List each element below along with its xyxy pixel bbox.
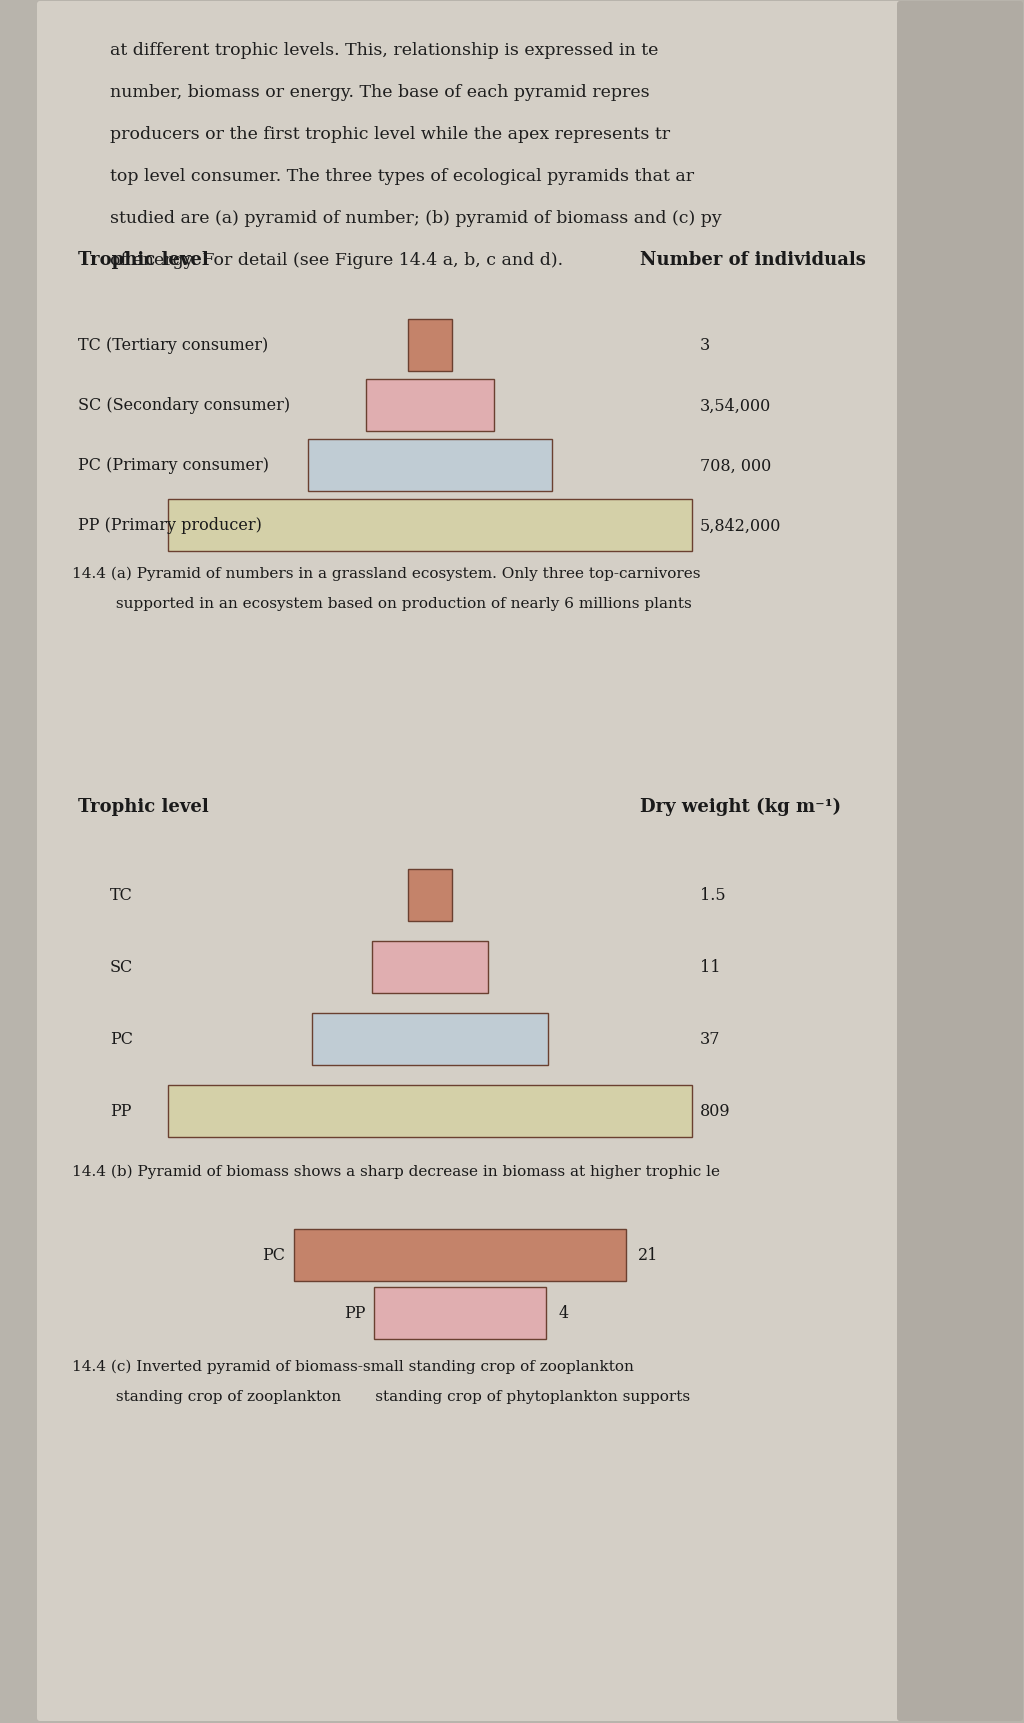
Text: Number of individuals: Number of individuals xyxy=(640,252,866,269)
Bar xyxy=(366,379,494,432)
Text: TC (Tertiary consumer): TC (Tertiary consumer) xyxy=(78,338,268,355)
Text: 3,54,000: 3,54,000 xyxy=(700,398,771,414)
Text: TC: TC xyxy=(110,887,133,905)
Bar xyxy=(374,1287,547,1339)
Text: Trophic level: Trophic level xyxy=(78,252,209,269)
Text: PP: PP xyxy=(344,1304,366,1322)
Text: 14.4 (a) Pyramid of numbers in a grassland ecosystem. Only three top-carnivores: 14.4 (a) Pyramid of numbers in a grassla… xyxy=(72,567,700,581)
Text: 1.5: 1.5 xyxy=(700,887,726,905)
Text: 4: 4 xyxy=(558,1304,568,1322)
Text: 14.4 (b) Pyramid of biomass shows a sharp decrease in biomass at higher trophic : 14.4 (b) Pyramid of biomass shows a shar… xyxy=(72,1165,720,1179)
Bar xyxy=(168,500,692,551)
Bar xyxy=(373,941,487,994)
Text: SC (Secondary consumer): SC (Secondary consumer) xyxy=(78,398,290,414)
Bar xyxy=(294,1228,627,1282)
Text: PC: PC xyxy=(110,1030,133,1048)
Text: Trophic level: Trophic level xyxy=(78,798,209,815)
Text: 37: 37 xyxy=(700,1030,721,1048)
Text: SC: SC xyxy=(110,960,133,975)
Text: supported in an ecosystem based on production of nearly 6 millions plants: supported in an ecosystem based on produ… xyxy=(72,596,692,610)
Text: 14.4 (c) Inverted pyramid of biomass-small standing crop of zooplankton: 14.4 (c) Inverted pyramid of biomass-sma… xyxy=(72,1359,634,1373)
Text: top level consumer. The three types of ecological pyramids that ar: top level consumer. The three types of e… xyxy=(110,167,694,184)
Text: 3: 3 xyxy=(700,338,711,355)
Bar xyxy=(308,439,552,491)
Text: Dry weight (kg m⁻¹): Dry weight (kg m⁻¹) xyxy=(640,798,841,815)
Text: 11: 11 xyxy=(700,960,721,975)
Text: of energy. For detail (see Figure 14.4 a, b, c and d).: of energy. For detail (see Figure 14.4 a… xyxy=(110,252,563,269)
Text: 708, 000: 708, 000 xyxy=(700,457,771,474)
FancyBboxPatch shape xyxy=(37,2,923,1721)
FancyBboxPatch shape xyxy=(897,2,1023,1721)
Text: PC (Primary consumer): PC (Primary consumer) xyxy=(78,457,269,474)
Text: producers or the first trophic level while the apex represents tr: producers or the first trophic level whi… xyxy=(110,126,670,143)
Text: at different trophic levels. This, relationship is expressed in te: at different trophic levels. This, relat… xyxy=(110,41,658,59)
Text: PP (Primary producer): PP (Primary producer) xyxy=(78,517,262,534)
Text: PC: PC xyxy=(262,1247,286,1263)
Text: studied are (a) pyramid of number; (b) pyramid of biomass and (c) py: studied are (a) pyramid of number; (b) p… xyxy=(110,210,722,227)
Text: 809: 809 xyxy=(700,1103,731,1120)
Text: 21: 21 xyxy=(638,1247,658,1263)
Text: standing crop of zooplankton       standing crop of phytoplankton supports: standing crop of zooplankton standing cr… xyxy=(72,1389,690,1403)
Text: number, biomass or energy. The base of each pyramid repres: number, biomass or energy. The base of e… xyxy=(110,84,649,102)
Bar xyxy=(408,320,453,372)
Bar xyxy=(311,1013,549,1065)
Text: PP: PP xyxy=(110,1103,131,1120)
Bar xyxy=(168,1085,692,1137)
Bar xyxy=(408,870,453,922)
Text: 5,842,000: 5,842,000 xyxy=(700,517,781,534)
